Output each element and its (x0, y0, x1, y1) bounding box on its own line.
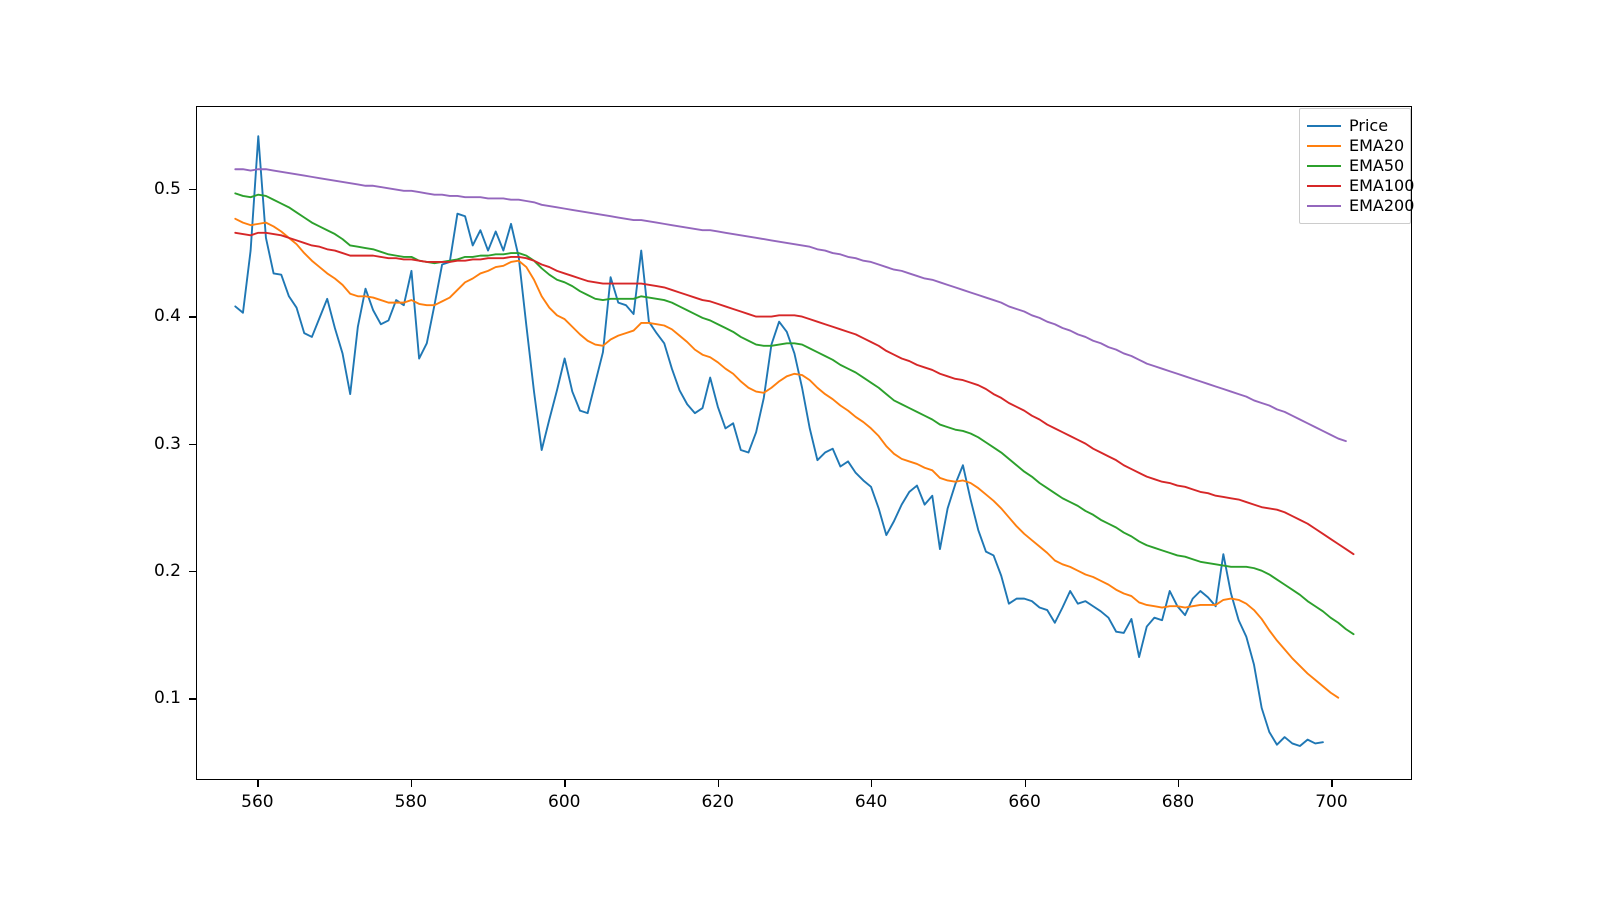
legend-label: Price (1349, 116, 1389, 135)
x-tick-mark (717, 780, 719, 787)
legend: Price EMA20 EMA50 EMA100 EMA200 (1299, 108, 1414, 224)
x-tick-label: 560 (241, 792, 274, 812)
x-tick-label: 640 (854, 792, 888, 812)
y-tick-mark (189, 443, 196, 445)
legend-swatch-ema200 (1307, 205, 1341, 207)
plot-area (196, 106, 1412, 780)
y-tick-label: 0.2 (153, 561, 181, 582)
legend-item-ema20: EMA20 (1307, 136, 1405, 156)
legend-label: EMA100 (1349, 176, 1415, 195)
x-tick-mark (257, 780, 259, 787)
y-tick-mark (189, 571, 196, 573)
x-tick-label: 700 (1315, 792, 1348, 812)
legend-swatch-ema50 (1307, 165, 1341, 167)
legend-item-ema50: EMA50 (1307, 156, 1405, 176)
legend-item-ema100: EMA100 (1307, 176, 1414, 196)
x-tick-label: 660 (1008, 792, 1041, 812)
x-tick-label: 580 (394, 792, 428, 812)
series-canvas (234, 135, 1355, 747)
legend-item-price: Price (1307, 116, 1402, 136)
x-tick-mark (1331, 780, 1333, 787)
legend-label: EMA20 (1349, 136, 1405, 155)
y-tick-mark (189, 316, 196, 318)
x-tick-label: 600 (548, 792, 581, 812)
y-tick-label: 0.4 (153, 306, 181, 327)
x-tick-mark (410, 780, 413, 787)
legend-swatch-price (1307, 125, 1341, 127)
legend-label: EMA200 (1349, 196, 1415, 215)
y-tick-label: 0.1 (153, 688, 181, 709)
y-tick-mark (189, 188, 196, 191)
legend-swatch-ema100 (1307, 185, 1341, 187)
series-line-price (234, 135, 1324, 747)
legend-label: EMA50 (1349, 156, 1405, 175)
x-tick-mark (564, 780, 566, 787)
legend-swatch-ema20 (1307, 145, 1341, 147)
legend-item-ema200: EMA200 (1307, 196, 1414, 216)
x-tick-label: 620 (701, 792, 734, 812)
y-tick-label: 0.5 (153, 178, 181, 199)
series-line-ema200 (234, 168, 1347, 443)
series-line-ema20 (234, 217, 1340, 699)
y-tick-mark (189, 698, 196, 700)
y-tick-label: 0.3 (153, 433, 181, 454)
x-tick-mark (1178, 780, 1180, 787)
series-line-ema100 (234, 231, 1355, 556)
x-tick-mark (1024, 780, 1026, 787)
x-tick-mark (871, 780, 873, 787)
x-tick-label: 680 (1161, 792, 1195, 812)
